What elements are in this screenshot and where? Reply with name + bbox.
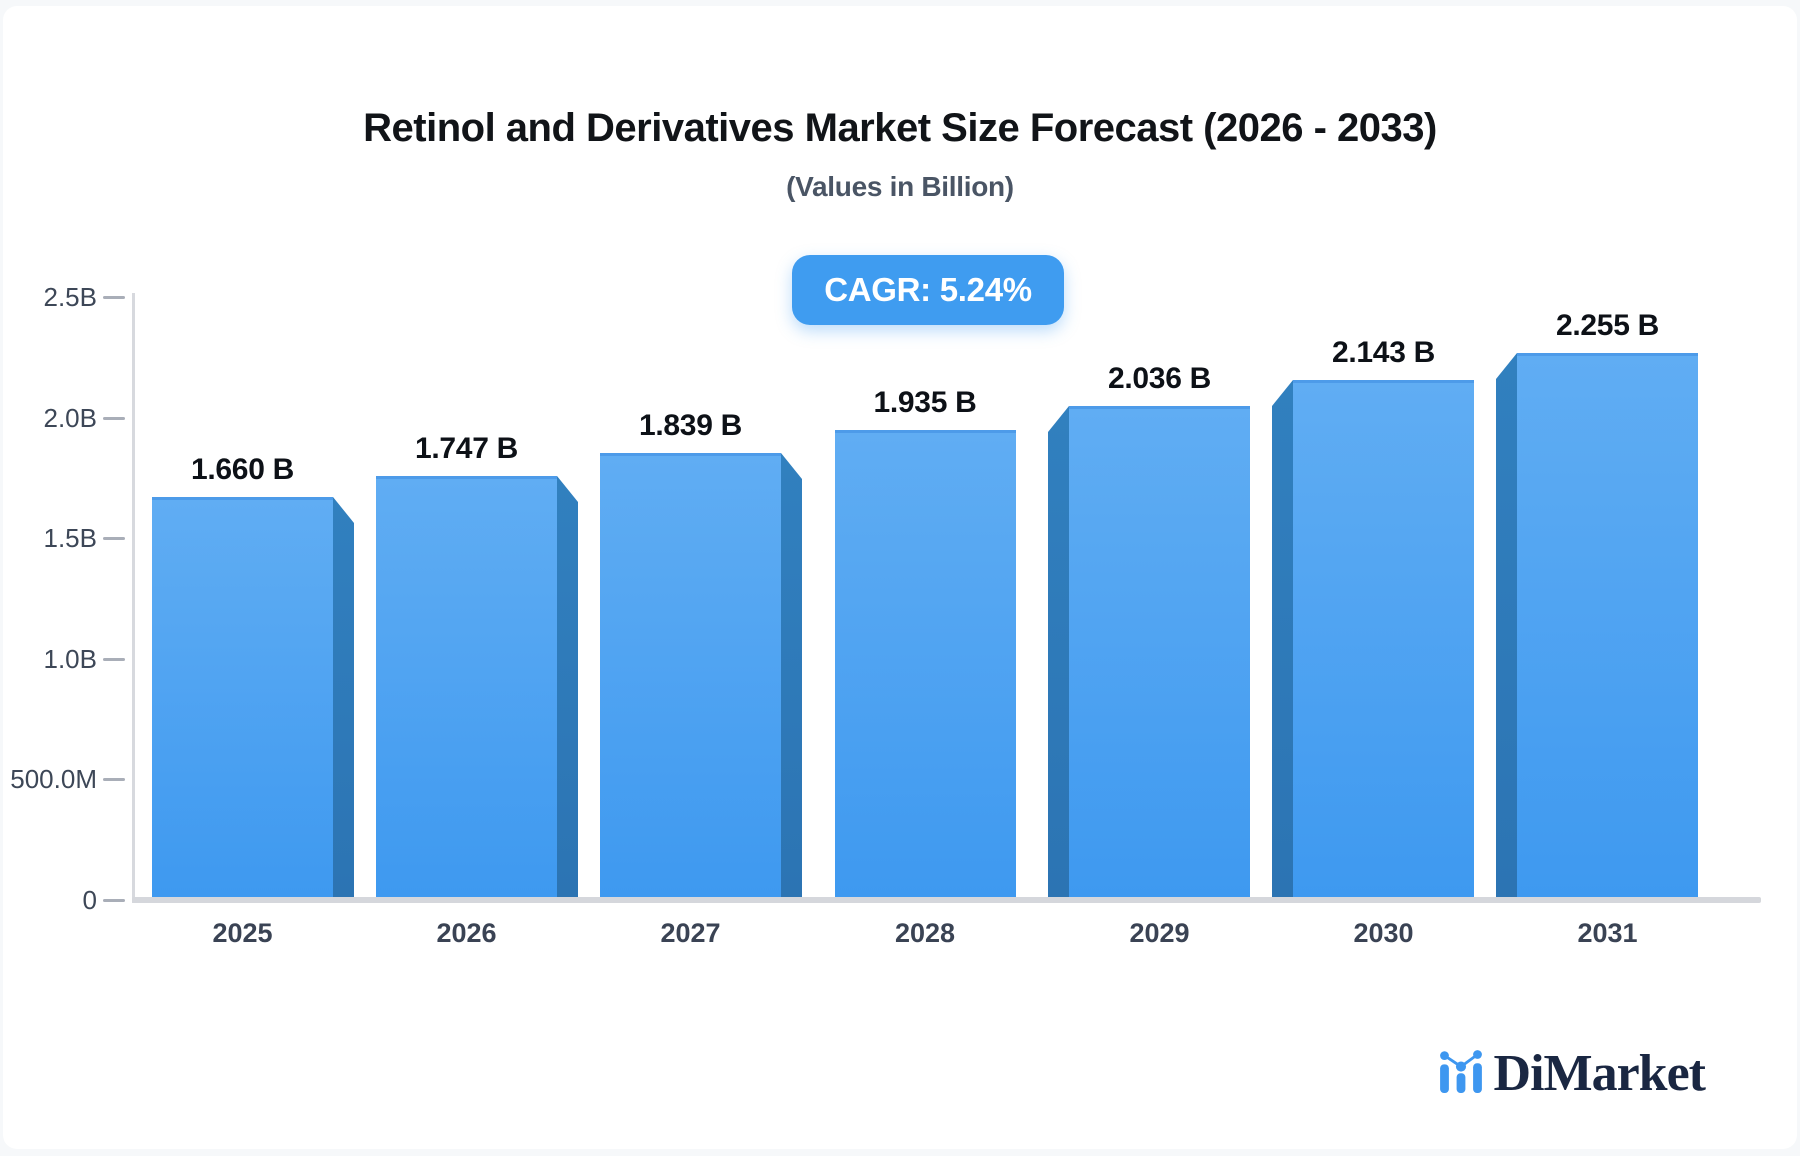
y-axis-tick [103, 899, 125, 902]
bar-value-label: 2.255 B [1556, 309, 1659, 342]
y-axis-label: 2.5B [43, 282, 98, 312]
x-axis-label: 2026 [436, 918, 497, 948]
y-axis-label: 1.5B [43, 523, 98, 554]
chart-card: Retinol and Derivatives Market Size Fore… [3, 6, 1797, 1149]
logo-chart-icon [1439, 1049, 1482, 1098]
x-axis-label: 2031 [1577, 918, 1638, 948]
x-axis-label: 2025 [212, 918, 273, 948]
bar-side-3d [781, 453, 802, 897]
bar-side-3d [1048, 406, 1069, 897]
bar-group: 2.143 B [1272, 336, 1474, 897]
bar-side-3d [1496, 353, 1517, 897]
bar-value-label: 1.747 B [415, 432, 518, 465]
y-axis-tick [103, 537, 125, 541]
y-axis-tick [103, 416, 125, 420]
y-axis-label: 500.0M [10, 764, 97, 795]
bar-group: 1.747 B [376, 432, 578, 897]
bar-side-3d [333, 497, 354, 897]
bar-value-label: 2.036 B [1108, 362, 1211, 395]
bar-face [376, 476, 557, 897]
x-axis-line [132, 897, 1761, 903]
bar-group: 1.839 B [600, 409, 802, 897]
bar-face [600, 453, 781, 897]
x-axis-label: 2029 [1129, 918, 1190, 948]
bar-group: 2.036 B [1048, 362, 1250, 897]
bar-group: 1.660 B [152, 453, 354, 897]
bar-face [152, 497, 333, 897]
bar-side-3d [1272, 380, 1293, 897]
x-axis-label: 2030 [1353, 918, 1414, 948]
bar-group: 2.255 B [1496, 309, 1698, 897]
bar-value-label: 2.143 B [1332, 336, 1435, 369]
x-axis-label: 2027 [660, 918, 721, 948]
bar-group: 1.935 B [824, 386, 1026, 897]
bar-side-3d [557, 476, 578, 897]
bar-face [1069, 406, 1250, 897]
y-axis-tick [103, 296, 125, 299]
y-axis-tick [103, 778, 125, 782]
dimarket-logo-text: DiMarket [1493, 1045, 1706, 1102]
bar-value-label: 1.839 B [639, 409, 742, 442]
chart-title: Retinol and Derivatives Market Size Fore… [363, 106, 1437, 150]
y-axis-label: 0 [82, 885, 97, 915]
bar-value-label: 1.935 B [873, 386, 977, 419]
bar-value-label: 1.660 B [191, 453, 294, 486]
x-axis-label: 2028 [894, 918, 956, 948]
chart-subtitle: (Values in Billion) [786, 171, 1014, 202]
y-axis-label: 1.0B [43, 643, 98, 674]
dimarket-logo: DiMarket [1439, 1044, 1706, 1103]
y-axis-line [132, 293, 135, 903]
cagr-badge: CAGR: 5.24% [792, 255, 1064, 325]
bar-face [834, 430, 1016, 897]
y-axis-tick [103, 657, 125, 661]
bar-face [1517, 353, 1698, 897]
bar-face [1293, 380, 1474, 897]
y-axis-label: 2.0B [43, 402, 98, 433]
